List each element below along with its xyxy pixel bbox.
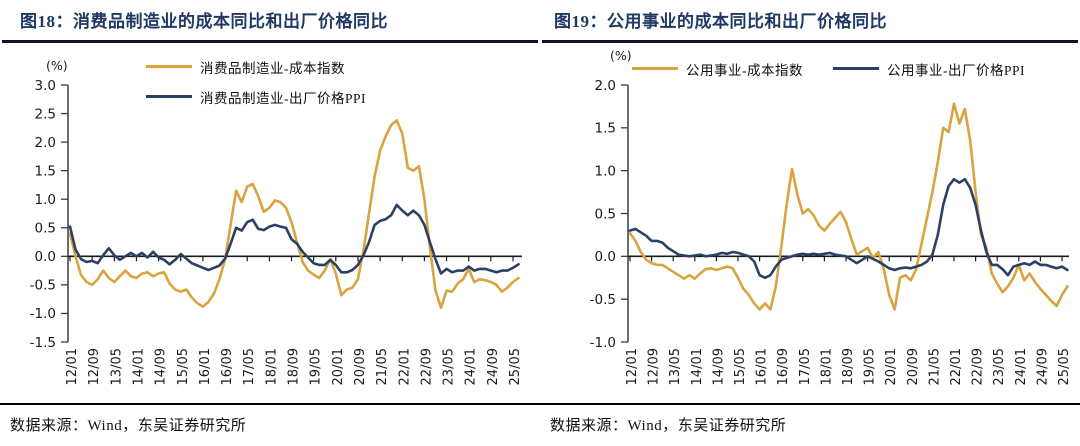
legend-label: 公用事业-成本指数	[686, 62, 803, 78]
figure-19-section: 图19：公用事业的成本同比和出厂价格同比 (%) 公用事业-成本指数 公用事业-出…	[540, 0, 1080, 446]
legend-label: 消费品制造业-成本指数	[200, 60, 345, 76]
x-tick-label: 16/01	[198, 348, 213, 385]
fig19-cost-index-line	[628, 102, 1069, 311]
x-tick-label: 13/05	[109, 348, 124, 385]
fig18-ppi-line	[68, 203, 520, 275]
x-tick-label: 24/01	[1014, 348, 1029, 385]
x-tick-label: 17/05	[242, 348, 257, 385]
y-tick-label: 0.0	[35, 249, 56, 265]
figure-19-unit-label: (%)	[610, 48, 632, 63]
figure-18-source: 数据来源：Wind，东吴证券研究所	[0, 403, 540, 435]
x-tick-label: 21/05	[927, 348, 942, 385]
x-tick-label: 22/01	[949, 348, 964, 385]
x-tick-label: 18/01	[819, 348, 834, 385]
y-tick-label: -1.0	[30, 306, 56, 322]
x-tick-label: 14/01	[690, 348, 705, 385]
figure-18-title-rule	[2, 40, 538, 43]
y-tick-label: 1.5	[595, 121, 616, 137]
y-tick-label: 0.5	[35, 221, 56, 237]
x-tick-label: 14/01	[131, 348, 146, 385]
figure-18-legend: 消费品制造业-成本指数消费品制造业-出厂价格PPI	[146, 56, 366, 107]
figure-18-source-text: 数据来源：Wind，东吴证券研究所	[10, 418, 247, 434]
x-tick-label: 19/05	[863, 348, 878, 385]
x-tick-label: 23/05	[442, 348, 457, 385]
y-tick-label: 2.0	[595, 78, 616, 94]
legend-item: 消费品制造业-出厂价格PPI	[146, 86, 366, 107]
x-tick-label: 22/09	[419, 348, 434, 385]
x-tick-label: 12/01	[65, 348, 80, 385]
figure-18-chart-area: (%) 消费品制造业-成本指数消费品制造业-出厂价格PPI 3.0 2.5 2.0 1…	[0, 43, 540, 403]
x-tick-label: 24/01	[464, 348, 479, 385]
legend-line-swatch	[146, 95, 192, 98]
figure-19-source: 数据来源：Wind，东吴证券研究所	[540, 403, 1080, 435]
legend-line-swatch	[833, 67, 879, 70]
x-tick-label: 12/01	[625, 348, 640, 385]
figure-19-chart-area: (%) 公用事业-成本指数 公用事业-出厂价格PPI 2.0 1.5 1.0 0.5 0.…	[540, 43, 1080, 403]
x-tick-label: 22/09	[971, 348, 986, 385]
x-tick-label: 14/09	[711, 348, 726, 385]
x-tick-label: 20/09	[353, 348, 368, 385]
x-tick-label: 24/09	[1035, 348, 1050, 385]
y-tick-label: 1.0	[35, 192, 56, 208]
y-tick-label: -1.5	[30, 335, 56, 351]
y-tick-label: 2.0	[35, 135, 56, 151]
x-tick-label: 17/05	[798, 348, 813, 385]
x-tick-label: 22/01	[397, 348, 412, 385]
x-tick-label: 23/05	[992, 348, 1007, 385]
y-tick-label: -1.0	[590, 335, 616, 351]
y-tick-label: 2.5	[35, 106, 56, 122]
y-tick-label: 3.0	[35, 78, 56, 94]
legend-item: 消费品制造业-成本指数	[146, 56, 366, 77]
x-tick-label: 15/05	[176, 348, 191, 385]
legend-line-swatch	[632, 67, 678, 70]
x-tick-label: 13/05	[668, 348, 683, 385]
x-tick-label: 20/01	[884, 348, 899, 385]
figure-19-title-rule	[542, 40, 1078, 43]
figure-18-unit-label: (%)	[46, 58, 68, 73]
figure-19-source-text: 数据来源：Wind，东吴证券研究所	[550, 418, 787, 434]
fig18-cost-index-line	[68, 119, 520, 310]
x-tick-label: 21/05	[375, 348, 390, 385]
x-tick-label: 18/01	[264, 348, 279, 385]
legend-item: 公用事业-成本指数	[632, 58, 803, 79]
x-tick-label: 15/05	[733, 348, 748, 385]
x-tick-label: 25/05	[508, 348, 523, 385]
figure-19-legend: 公用事业-成本指数 公用事业-出厂价格PPI	[632, 58, 1025, 79]
legend-label: 消费品制造业-出厂价格PPI	[200, 90, 367, 106]
figure-19-plot: 2.0 1.5 1.0 0.5 0.0 -0.5 -1.0 12/01 12/09 13/05 14…	[590, 78, 1072, 386]
y-tick-label: 1.0	[595, 163, 616, 179]
x-tick-label: 19/05	[309, 348, 324, 385]
legend-line-swatch	[146, 65, 192, 68]
x-tick-label: 12/09	[87, 348, 102, 385]
x-tick-label: 12/09	[647, 348, 662, 385]
x-tick-label: 16/09	[220, 348, 235, 385]
x-tick-label: 20/01	[331, 348, 346, 385]
x-tick-label: 16/09	[776, 348, 791, 385]
y-tick-label: 0.5	[595, 206, 616, 222]
y-tick-label: -0.5	[590, 292, 616, 308]
fig19-ppi-line	[628, 177, 1069, 280]
figure-18-section: 图18：消费品制造业的成本同比和出厂价格同比 (%) 消费品制造业-成本指数 消费…	[0, 12, 540, 435]
y-tick-label: 1.5	[35, 163, 56, 179]
figure-19-title: 图19：公用事业的成本同比和出厂价格同比	[554, 12, 887, 31]
legend-item: 公用事业-出厂价格PPI	[833, 58, 1025, 79]
x-tick-label: 16/01	[755, 348, 770, 385]
y-tick-label: 0.0	[595, 249, 616, 265]
figure-18-plot: 3.0 2.5 2.0 1.5 1.0 0.5 0.0 -0.5 -1.0 -1.5 12/01 12…	[30, 78, 523, 386]
x-tick-label: 25/05	[1057, 348, 1072, 385]
x-tick-label: 18/09	[841, 348, 856, 385]
x-tick-label: 14/09	[154, 348, 169, 385]
x-tick-label: 20/09	[906, 348, 921, 385]
y-tick-label: -0.5	[30, 278, 56, 294]
x-tick-label: 18/09	[287, 348, 302, 385]
figure-18-title: 图18：消费品制造业的成本同比和出厂价格同比	[20, 12, 388, 31]
x-tick-label: 24/09	[486, 348, 501, 385]
legend-label: 公用事业-出厂价格PPI	[887, 62, 1026, 78]
